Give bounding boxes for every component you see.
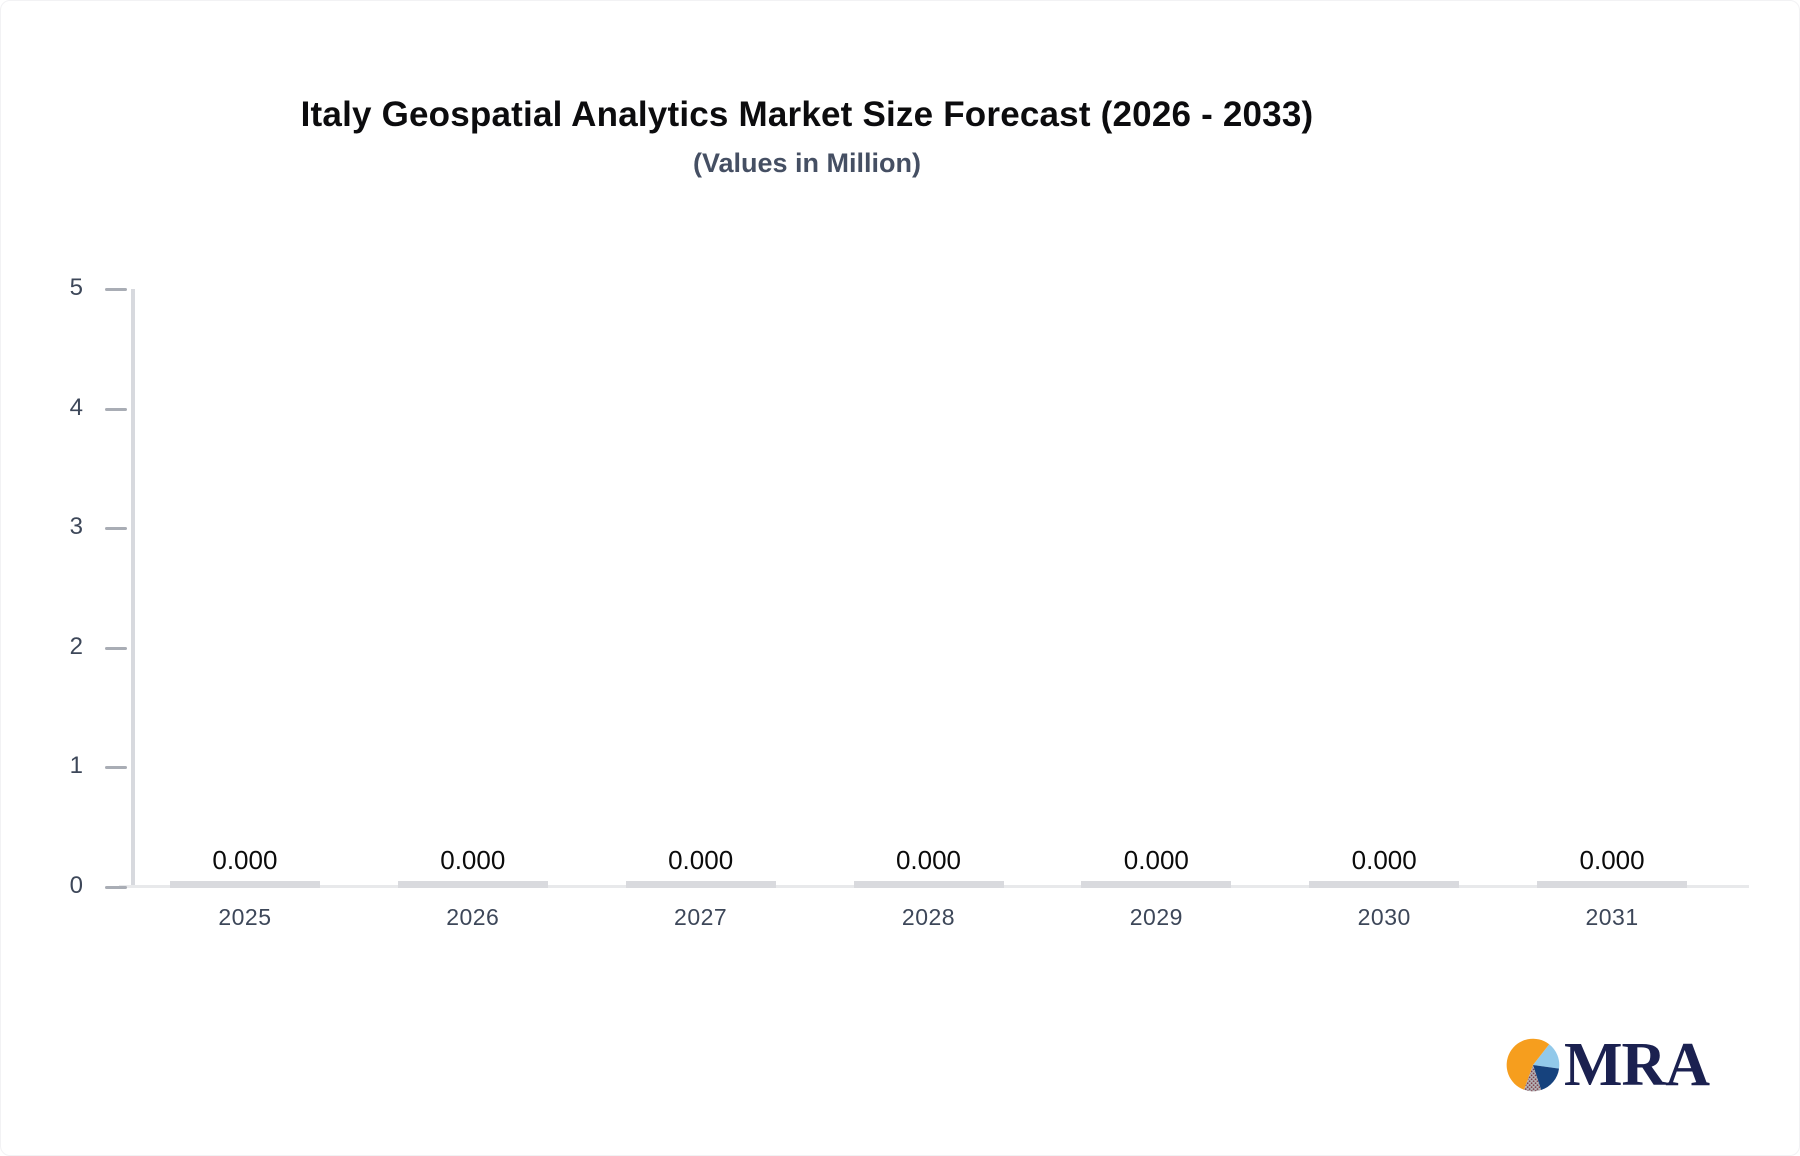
- bar-value-label: 0.000: [668, 845, 734, 875]
- bar: [169, 881, 320, 888]
- pie-chart-icon: [1506, 1038, 1560, 1092]
- y-tick-label: 4: [69, 393, 83, 421]
- logo-text: MRA: [1564, 1031, 1710, 1099]
- x-tick-label: 2027: [674, 904, 728, 930]
- bar-value-label: 0.000: [895, 845, 962, 875]
- y-axis-line: [131, 289, 135, 887]
- mra-logo: MRA: [1505, 1031, 1710, 1099]
- y-tick-label: 3: [69, 513, 83, 541]
- bar-value-label: 0.000: [212, 845, 278, 875]
- x-tick-label: 2025: [218, 904, 272, 930]
- y-tick-label: 0: [69, 872, 83, 899]
- bar: [853, 881, 1004, 888]
- x-tick-label: 2029: [1129, 904, 1183, 930]
- bar: [397, 881, 548, 888]
- bar-value-label: 0.000: [1579, 845, 1645, 875]
- bar: [625, 881, 776, 888]
- chart-title: Italy Geospatial Analytics Market Size F…: [300, 95, 1314, 134]
- bar-value-label: 0.000: [440, 845, 506, 875]
- x-tick-label: 2028: [901, 904, 956, 930]
- y-tick-label: 5: [69, 274, 83, 301]
- bar-value-label: 0.000: [1351, 845, 1417, 875]
- y-tick-mark: [105, 766, 127, 770]
- y-tick-label: 1: [69, 752, 83, 780]
- x-tick-label: 2026: [446, 904, 500, 930]
- bar: [1309, 881, 1460, 888]
- y-tick-mark: [105, 886, 127, 889]
- y-tick-mark: [105, 527, 127, 531]
- y-tick-label: 2: [69, 632, 83, 660]
- y-tick-mark: [105, 646, 127, 650]
- chart-subtitle: (Values in Million): [692, 148, 922, 178]
- y-tick-mark: [105, 288, 127, 291]
- x-tick-label: 2030: [1357, 904, 1411, 930]
- y-tick-mark: [105, 407, 127, 411]
- bar-value-label: 0.000: [1123, 845, 1189, 875]
- bar: [1537, 881, 1688, 888]
- x-tick-label: 2031: [1585, 904, 1639, 930]
- bar: [1081, 881, 1232, 888]
